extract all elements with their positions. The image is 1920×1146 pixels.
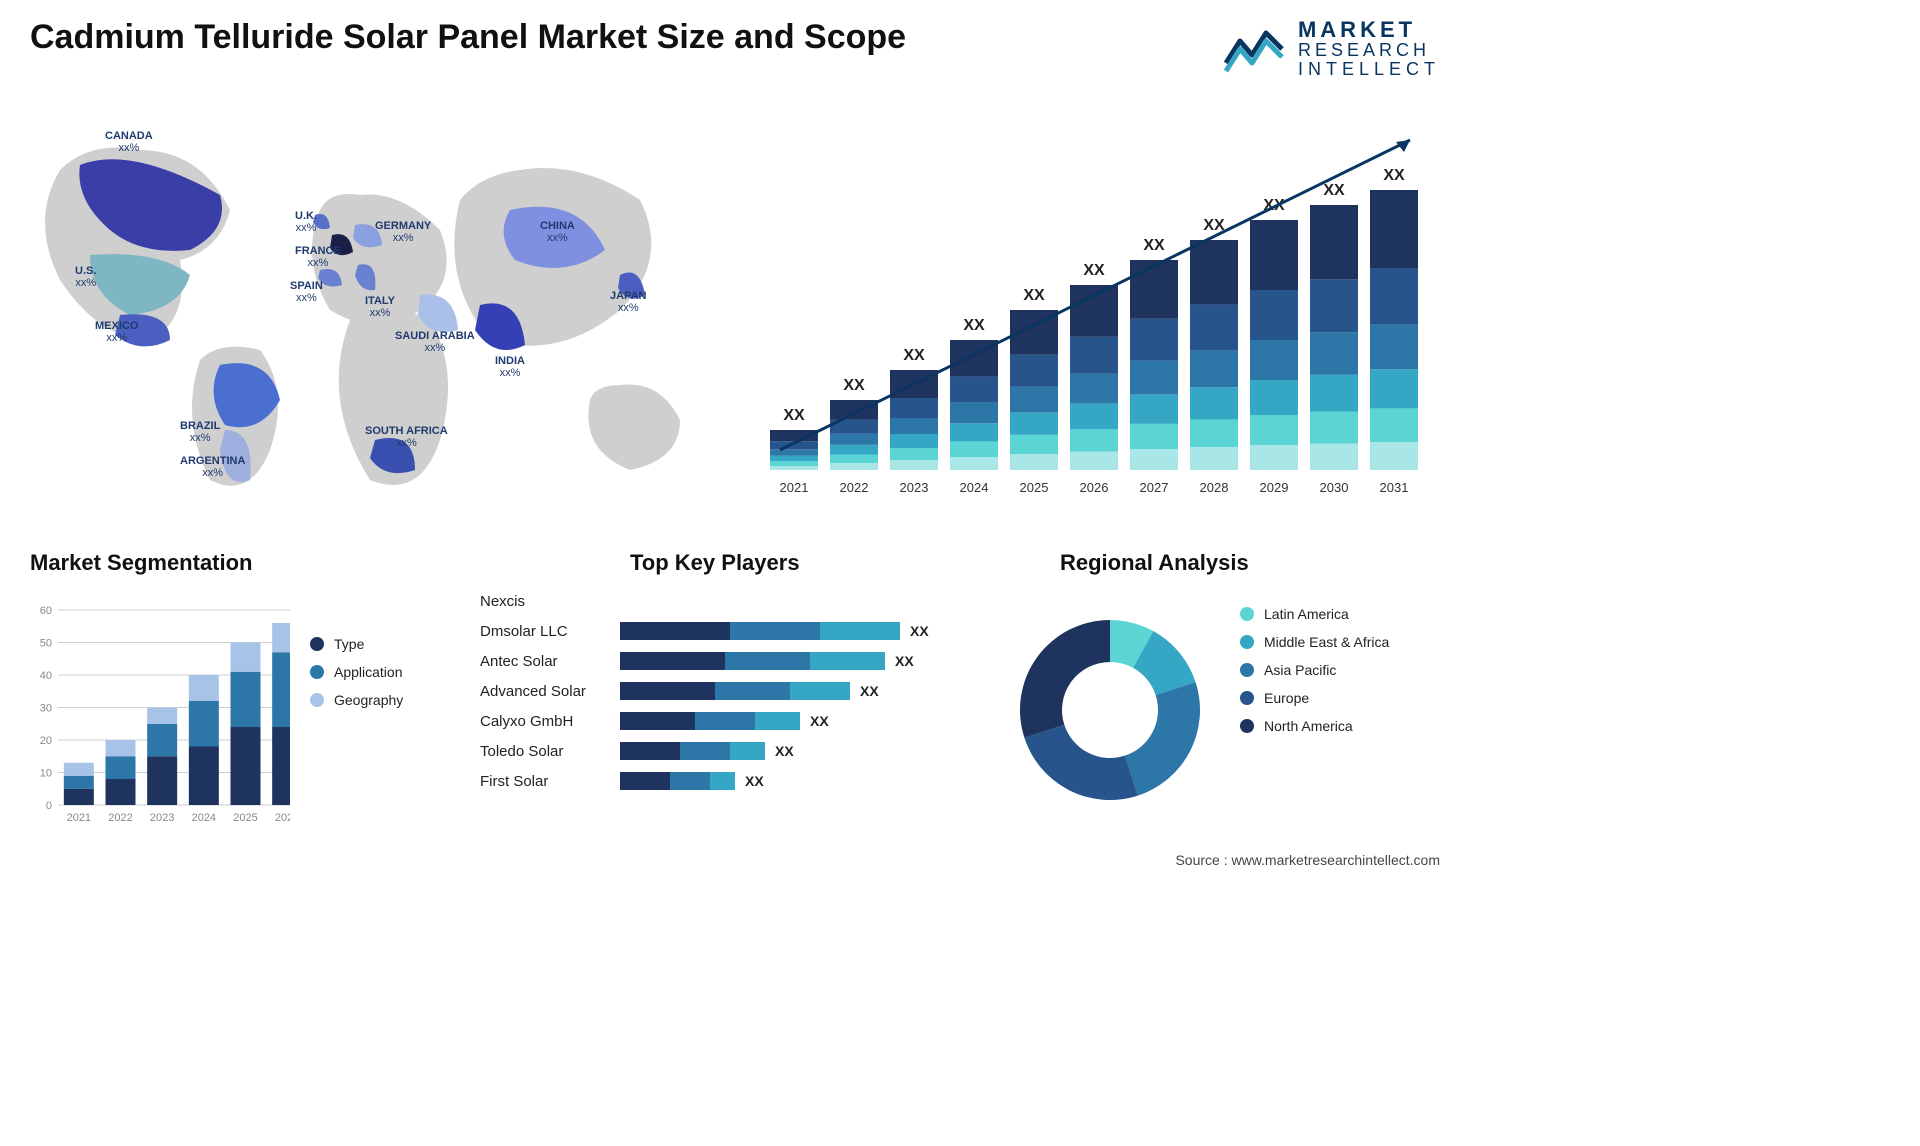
svg-text:XX: XX: [843, 377, 865, 394]
svg-text:2021: 2021: [67, 812, 91, 824]
svg-text:2023: 2023: [900, 480, 929, 495]
svg-text:XX: XX: [1323, 182, 1345, 199]
key-player-row: Calyxo GmbH XX: [480, 710, 980, 732]
key-player-value: XX: [860, 683, 879, 699]
svg-text:2022: 2022: [108, 812, 132, 824]
svg-text:2026: 2026: [1080, 480, 1109, 495]
svg-text:2028: 2028: [1200, 480, 1229, 495]
svg-text:2021: 2021: [780, 480, 809, 495]
key-player-row: Dmsolar LLC XX: [480, 620, 980, 642]
key-player-value: XX: [910, 623, 929, 639]
svg-text:XX: XX: [1383, 167, 1405, 184]
logo-line2: RESEARCH: [1298, 41, 1440, 60]
svg-text:2025: 2025: [1020, 480, 1049, 495]
key-player-row: Advanced Solar XX: [480, 680, 980, 702]
svg-text:XX: XX: [783, 407, 805, 424]
legend-item: North America: [1240, 712, 1389, 740]
svg-text:20: 20: [40, 735, 52, 747]
growth-chart: XX 2021 XX 2022 XX 2023 XX 2024 XX 2025 XX 2026 XX 20…: [760, 110, 1440, 510]
segmentation-title: Market Segmentation: [30, 550, 253, 576]
svg-text:XX: XX: [1083, 262, 1105, 279]
segmentation-section: Market Segmentation 0 10 20 30 40 50 60 2021 202…: [30, 550, 450, 850]
key-player-name: First Solar: [480, 773, 620, 790]
logo-line3: INTELLECT: [1298, 60, 1440, 79]
key-player-name: Nexcis: [480, 593, 620, 610]
map-label: JAPANxx%: [610, 290, 646, 314]
key-player-value: XX: [810, 713, 829, 729]
map-label: GERMANYxx%: [375, 220, 431, 244]
key-player-value: XX: [775, 743, 794, 759]
map-label: MEXICOxx%: [95, 320, 138, 344]
key-player-name: Toledo Solar: [480, 743, 620, 760]
key-player-row: Antec Solar XX: [480, 650, 980, 672]
svg-text:2030: 2030: [1320, 480, 1349, 495]
svg-text:2026: 2026: [275, 812, 290, 824]
legend-item: Application: [310, 658, 403, 686]
svg-text:60: 60: [40, 605, 52, 617]
legend-item: Geography: [310, 686, 403, 714]
map-label: FRANCExx%: [295, 245, 341, 269]
source-text: Source : www.marketresearchintellect.com: [1175, 852, 1440, 868]
key-player-name: Advanced Solar: [480, 683, 620, 700]
key-player-row: First Solar XX: [480, 770, 980, 792]
map-label: SPAINxx%: [290, 280, 323, 304]
map-label: U.K.xx%: [295, 210, 317, 234]
svg-text:2022: 2022: [840, 480, 869, 495]
brand-logo: MARKET RESEARCH INTELLECT: [1222, 18, 1440, 79]
key-player-name: Dmsolar LLC: [480, 623, 620, 640]
svg-text:2025: 2025: [233, 812, 257, 824]
svg-text:2027: 2027: [1140, 480, 1169, 495]
map-label: CHINAxx%: [540, 220, 575, 244]
map-label: CANADAxx%: [105, 130, 153, 154]
svg-text:2024: 2024: [960, 480, 989, 495]
key-player-value: XX: [895, 653, 914, 669]
legend-item: Asia Pacific: [1240, 656, 1389, 684]
map-label: INDIAxx%: [495, 355, 525, 379]
regional-title: Regional Analysis: [1060, 550, 1249, 576]
svg-text:XX: XX: [1023, 287, 1045, 304]
logo-line1: MARKET: [1298, 18, 1440, 41]
svg-text:2024: 2024: [192, 812, 216, 824]
svg-text:2031: 2031: [1380, 480, 1409, 495]
legend-item: Europe: [1240, 684, 1389, 712]
page-title: Cadmium Telluride Solar Panel Market Siz…: [30, 18, 906, 57]
key-player-value: XX: [745, 773, 764, 789]
world-map: CANADAxx% U.S.xx% MEXICOxx% BRAZILxx% ARGENT…: [20, 80, 720, 510]
svg-text:XX: XX: [903, 347, 925, 364]
svg-text:10: 10: [40, 768, 52, 780]
key-players-section: Top Key Players NexcisDmsolar LLCXXAntec…: [480, 550, 980, 850]
svg-text:50: 50: [40, 638, 52, 650]
key-player-name: Antec Solar: [480, 653, 620, 670]
regional-section: Regional Analysis Latin AmericaMiddle Ea…: [1000, 550, 1440, 850]
svg-text:XX: XX: [963, 317, 985, 334]
legend-item: Latin America: [1240, 600, 1389, 628]
key-player-name: Calyxo GmbH: [480, 713, 620, 730]
map-label: SAUDI ARABIAxx%: [395, 330, 475, 354]
legend-item: Type: [310, 630, 403, 658]
key-player-row: Nexcis: [480, 590, 980, 612]
key-player-row: Toledo Solar XX: [480, 740, 980, 762]
map-label: SOUTH AFRICAxx%: [365, 425, 448, 449]
map-label: ITALYxx%: [365, 295, 395, 319]
svg-text:40: 40: [40, 670, 52, 682]
svg-text:2023: 2023: [150, 812, 174, 824]
svg-text:2029: 2029: [1260, 480, 1289, 495]
logo-icon: [1222, 23, 1286, 73]
svg-text:0: 0: [46, 800, 52, 812]
map-label: U.S.xx%: [75, 265, 96, 289]
legend-item: Middle East & Africa: [1240, 628, 1389, 656]
svg-text:XX: XX: [1143, 237, 1165, 254]
key-players-title: Top Key Players: [630, 550, 800, 576]
map-label: BRAZILxx%: [180, 420, 220, 444]
svg-text:30: 30: [40, 703, 52, 715]
map-label: ARGENTINAxx%: [180, 455, 245, 479]
